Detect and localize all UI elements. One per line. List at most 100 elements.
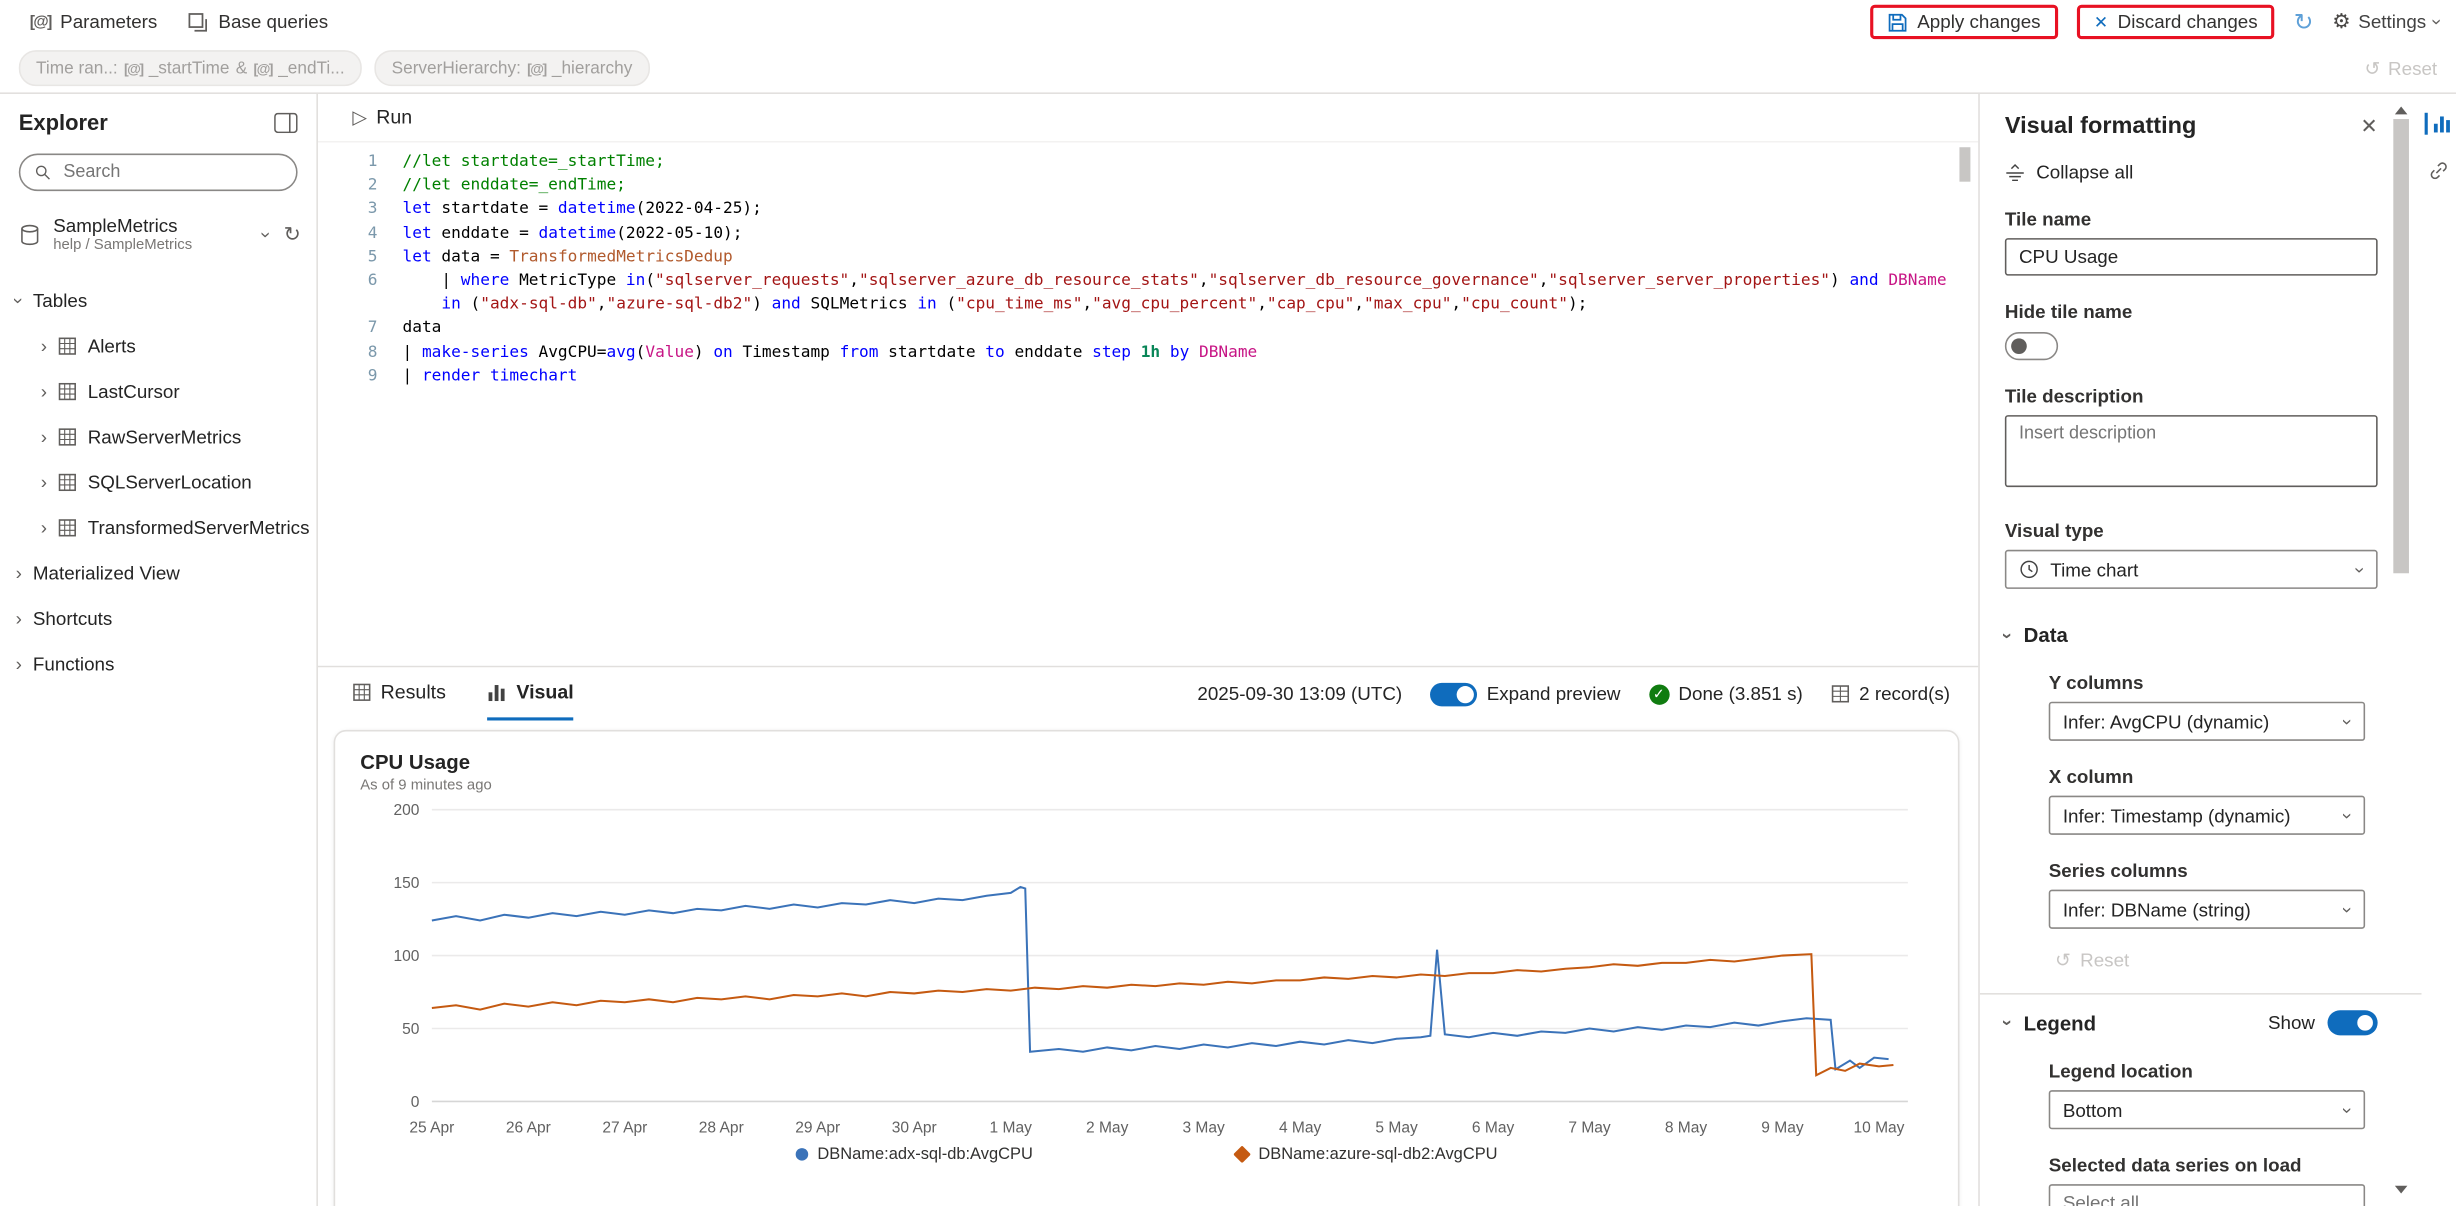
save-icon xyxy=(1888,13,1907,31)
chevron-right-icon[interactable]: › xyxy=(15,562,22,585)
time-range-filter-pill[interactable]: Time ran..: [@] _startTime & [@] _endTi.… xyxy=(18,50,362,87)
visual-type-dropdown[interactable]: Time chart › xyxy=(2004,549,2378,589)
explorer-search[interactable] xyxy=(18,153,298,192)
x-column-dropdown[interactable]: Infer: Timestamp (dynamic) › xyxy=(2048,795,2366,835)
tile-description-input[interactable] xyxy=(2004,415,2378,488)
tree-node-table[interactable]: › LastCursor xyxy=(0,369,316,414)
svg-text:5 May: 5 May xyxy=(1375,1120,1418,1137)
undo-icon: ↺ xyxy=(2054,949,2071,972)
legend-section-header[interactable]: › Legend Show xyxy=(1997,1010,2378,1036)
query-editor[interactable]: 1//let startdate=_startTime; 2//let endda… xyxy=(317,142,1979,666)
tile-name-input[interactable] xyxy=(2004,238,2378,276)
visual-formatting-strip-button[interactable] xyxy=(2424,112,2453,135)
pill-token: _startTime xyxy=(148,58,230,78)
data-section-header[interactable]: › Data xyxy=(1997,623,2378,647)
chevron-right-icon[interactable]: › xyxy=(40,381,47,403)
tree-label: Materialized View xyxy=(32,562,180,585)
results-status-cluster: 2025-09-30 13:09 (UTC) Expand preview ✓ … xyxy=(1197,667,1950,720)
legend-item[interactable]: DBName:adx-sql-db:AvgCPU xyxy=(795,1144,1033,1164)
code-line: 2//let enddate=_endTime; xyxy=(327,174,1978,198)
filter-bar: Time ran..: [@] _startTime & [@] _endTi.… xyxy=(0,43,2456,94)
svg-text:2 May: 2 May xyxy=(1086,1120,1129,1137)
expand-preview-toggle[interactable] xyxy=(1430,682,1478,706)
database-selector[interactable]: SampleMetrics help / SampleMetrics › ↻ xyxy=(0,207,316,263)
main-column: ▷ Run 1//let startdate=_startTime; 2//let… xyxy=(317,94,1979,1206)
server-hierarchy-filter-pill[interactable]: ServerHierarchy: [@] _hierarchy xyxy=(374,50,650,87)
tab-visual-label: Visual xyxy=(516,681,574,704)
panel-divider xyxy=(1979,993,2422,995)
link-strip-button[interactable] xyxy=(2428,160,2450,182)
chevron-right-icon[interactable]: › xyxy=(15,608,22,631)
chevron-down-icon[interactable]: › xyxy=(255,231,278,238)
legend-location-dropdown[interactable]: Bottom › xyxy=(2048,1090,2366,1130)
svg-text:27 Apr: 27 Apr xyxy=(602,1120,647,1137)
data-reset-button[interactable]: ↺ Reset xyxy=(2055,949,2378,971)
chevron-down-icon: › xyxy=(2336,906,2359,913)
code-line: 8 | make-series AvgCPU=avg(Value) on Time… xyxy=(327,341,1978,365)
editor-scrollbar-thumb[interactable] xyxy=(1959,147,1971,182)
tree-node-shortcuts[interactable]: › Shortcuts xyxy=(0,596,316,641)
tree-node-tables[interactable]: › Tables xyxy=(0,278,316,323)
svg-text:10 May: 10 May xyxy=(1853,1120,1904,1137)
svg-text:29 Apr: 29 Apr xyxy=(795,1120,840,1137)
y-columns-dropdown[interactable]: Infer: AvgCPU (dynamic) › xyxy=(2048,701,2366,741)
hide-tile-name-toggle[interactable] xyxy=(2004,332,2059,361)
selected-series-input[interactable] xyxy=(2048,1184,2366,1206)
chevron-right-icon[interactable]: › xyxy=(15,653,22,676)
table-label: RawServerMetrics xyxy=(87,426,242,449)
tree-node-table[interactable]: › Alerts xyxy=(0,324,316,369)
pill-token: _hierarchy xyxy=(551,58,633,78)
x-column-value: Infer: Timestamp (dynamic) xyxy=(2062,804,2291,827)
line-number: 1 xyxy=(367,151,378,171)
tree-node-table[interactable]: › RawServerMetrics xyxy=(0,415,316,460)
svg-text:30 Apr: 30 Apr xyxy=(892,1120,937,1137)
data-reset-label: Reset xyxy=(2080,949,2130,972)
search-icon xyxy=(35,165,50,180)
tree-node-materialized-view[interactable]: › Materialized View xyxy=(0,551,316,596)
svg-text:9 May: 9 May xyxy=(1761,1120,1804,1137)
parameter-icon: [@] xyxy=(253,60,273,76)
chevron-down-icon: › xyxy=(2336,812,2359,819)
chevron-right-icon[interactable]: › xyxy=(40,471,47,494)
data-section-label: Data xyxy=(2023,623,2068,647)
legend-label: DBName:adx-sql-db:AvgCPU xyxy=(817,1144,1033,1164)
tree-node-functions[interactable]: › Functions xyxy=(0,642,316,687)
chevron-down-icon[interactable]: › xyxy=(7,298,30,305)
refresh-database-icon[interactable]: ↻ xyxy=(283,222,301,246)
filters-reset-button[interactable]: ↺ Reset xyxy=(2364,57,2437,79)
chevron-right-icon[interactable]: › xyxy=(40,517,47,540)
search-input[interactable] xyxy=(60,161,282,184)
close-panel-icon[interactable]: ✕ xyxy=(2360,113,2378,138)
scroll-up-arrow-icon[interactable] xyxy=(2394,100,2408,115)
collapse-all-button[interactable]: Collapse all xyxy=(2005,161,2378,183)
settings-button[interactable]: ⚙ Settings › xyxy=(2332,9,2448,34)
parameters-button[interactable]: [@] Parameters xyxy=(16,3,172,41)
tree-node-table[interactable]: › SQLServerLocation xyxy=(0,460,316,505)
legend-item[interactable]: DBName:azure-sql-db2:AvgCPU xyxy=(1233,1145,1498,1164)
chart-subtitle: As of 9 minutes ago xyxy=(360,776,492,795)
results-tab-bar: Results Visual 2025-09-30 13:09 (UTC) Ex… xyxy=(317,665,1979,721)
chart-legend: DBName:adx-sql-db:AvgCPU DBName:azure-sq… xyxy=(360,1145,1933,1164)
tree-node-table[interactable]: › TransformedServerMetrics xyxy=(0,506,316,551)
chevron-right-icon[interactable]: › xyxy=(40,335,47,358)
series-columns-dropdown[interactable]: Infer: DBName (string) › xyxy=(2048,889,2366,929)
code-lines: 1//let startdate=_startTime; 2//let endda… xyxy=(327,150,1978,388)
code-line: 4 let enddate = datetime(2022-05-10); xyxy=(327,222,1978,246)
run-button[interactable]: Run xyxy=(376,106,413,129)
parameters-icon: [@] xyxy=(29,13,53,31)
chevron-right-icon[interactable]: › xyxy=(40,426,47,449)
refresh-icon[interactable]: ↻ xyxy=(2293,8,2314,36)
collapse-panel-icon[interactable] xyxy=(274,111,298,133)
chevron-down-icon: › xyxy=(2349,566,2372,573)
legend-show-toggle[interactable] xyxy=(2327,1010,2378,1036)
scroll-down-arrow-icon[interactable] xyxy=(2394,1185,2408,1200)
panel-scrollbar-thumb[interactable] xyxy=(2393,119,2409,574)
table-label: TransformedServerMetrics xyxy=(87,517,310,540)
base-queries-button[interactable]: Base queries xyxy=(175,3,343,41)
tab-visual[interactable]: Visual xyxy=(486,667,574,721)
tab-results[interactable]: Results xyxy=(352,667,446,720)
panel-scrollbar[interactable] xyxy=(2393,97,2409,1203)
active-panel-indicator xyxy=(2424,112,2428,135)
apply-changes-button[interactable]: Apply changes xyxy=(1870,4,2058,40)
discard-changes-button[interactable]: ✕ Discard changes xyxy=(2076,4,2275,40)
